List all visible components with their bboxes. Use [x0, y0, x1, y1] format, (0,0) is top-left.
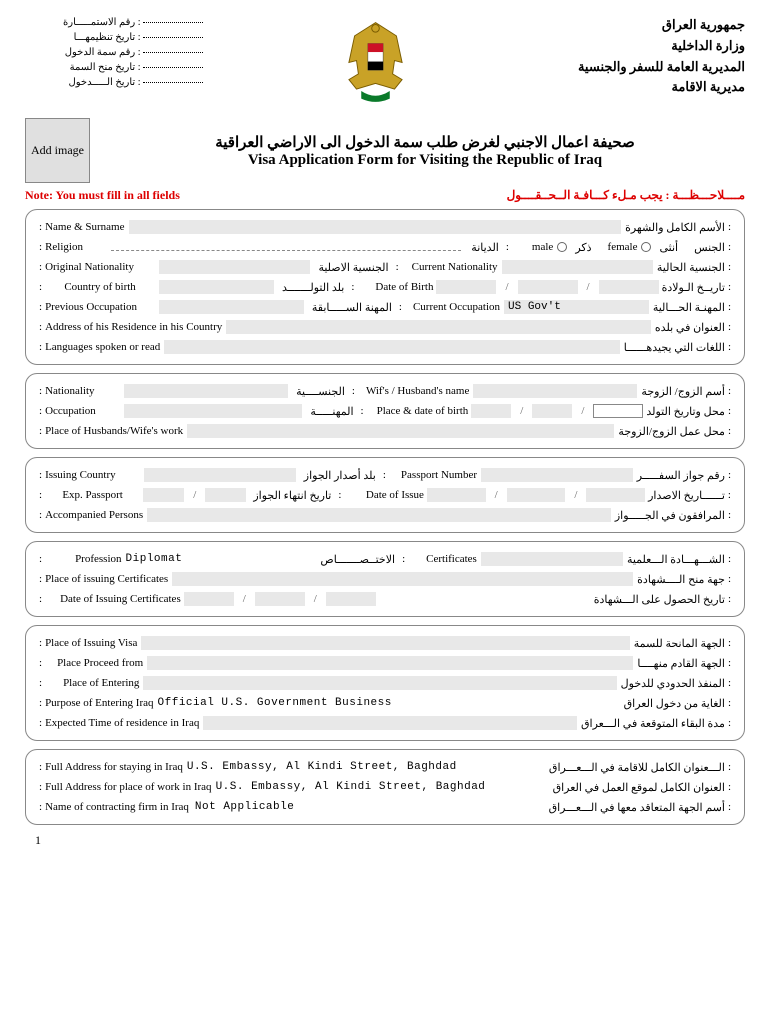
radio-male[interactable]	[557, 242, 567, 252]
section-profession: : Profession Diplomat الاختــصـــــــاص:…	[25, 541, 745, 617]
field-exp1[interactable]	[143, 488, 184, 502]
lbl-orig-nat: Original Nationality	[45, 261, 155, 273]
field-cur-nat[interactable]	[502, 260, 653, 274]
lbl-sp-nat: Nationality	[45, 385, 120, 397]
field-address[interactable]	[226, 320, 651, 334]
field-doi1[interactable]	[427, 488, 486, 502]
note-english: Note: You must fill in all fields	[25, 188, 180, 203]
val-firm: Not Applicable	[195, 801, 294, 813]
field-passport-no[interactable]	[481, 468, 633, 482]
field-cob[interactable]	[159, 280, 274, 294]
val-profession: Diplomat	[126, 553, 183, 565]
field-name[interactable]	[129, 220, 622, 234]
field-sp-dob2[interactable]	[532, 404, 572, 418]
title-row: Add image صحيفة اعمال الاجنبي لغرض طلب س…	[25, 118, 745, 183]
field-cert-d3[interactable]	[326, 592, 376, 606]
lbl-work-addr: Full Address for place of work in Iraq	[45, 781, 212, 793]
lbl-visa-place: Place of Issuing Visa	[45, 637, 137, 649]
radio-female[interactable]	[641, 242, 651, 252]
form-title-english: Visa Application Form for Visiting the R…	[105, 152, 745, 169]
lbl-cert-date: Date of Issuing Certificates	[60, 593, 181, 605]
lbl-prev-occ: Previous Occupation	[45, 301, 155, 313]
field-sp-dob3[interactable]	[593, 404, 643, 418]
lbl-name: Name & Surname	[45, 221, 124, 233]
lbl-place-enter: Place of Entering	[63, 677, 139, 689]
field-cert-d2[interactable]	[255, 592, 305, 606]
form-title-arabic: صحيفة اعمال الاجنبي لغرض طلب سمة الدخول …	[105, 133, 745, 152]
field-sp-occ[interactable]	[124, 404, 302, 418]
field-dob-d[interactable]	[436, 280, 496, 294]
field-sp-nat[interactable]	[124, 384, 288, 398]
lbl-exp: Exp. Passport	[45, 489, 140, 501]
lbl-expected-time: Expected Time of residence in Iraq	[45, 717, 199, 729]
field-visa-place[interactable]	[141, 636, 629, 650]
lbl-purpose: Purpose of Entering Iraq	[45, 697, 153, 709]
header-reference-block: : رقم الاستمـــــارة : تاريخ تنظيمهـــا …	[25, 15, 205, 90]
lbl-languages: Languages spoken or read	[45, 341, 160, 353]
lbl-religion: Religion	[45, 241, 105, 253]
iraq-coat-of-arms	[328, 15, 423, 110]
note-row: Note: You must fill in all fields مــــل…	[25, 188, 745, 203]
field-iss-country[interactable]	[144, 468, 296, 482]
lbl-address: Address of his Residence in his Country	[45, 321, 222, 333]
section-personal-info: :Name & Surname الأسم الكامل والشهرة: :R…	[25, 209, 745, 365]
lbl-sp-work: Place of Husbands/Wife's work	[45, 425, 183, 437]
field-cur-occ[interactable]: US Gov't	[504, 300, 649, 314]
field-languages[interactable]	[164, 340, 620, 354]
field-dob-y[interactable]	[599, 280, 659, 294]
header: : رقم الاستمـــــارة : تاريخ تنظيمهـــا …	[25, 15, 745, 110]
field-doi3[interactable]	[586, 488, 645, 502]
ministry-titles: جمهورية العراق وزارة الداخلية المديرية ا…	[545, 15, 745, 98]
lbl-firm: Name of contracting firm in Iraq	[45, 801, 189, 813]
field-certificates[interactable]	[481, 552, 623, 566]
lbl-proceed-from: Place Proceed from	[57, 657, 143, 669]
field-accompanied[interactable]	[147, 508, 611, 522]
photo-placeholder[interactable]: Add image	[25, 118, 90, 183]
field-prev-occ[interactable]	[159, 300, 304, 314]
field-sp-dob1[interactable]	[471, 404, 511, 418]
field-sp-name[interactable]	[473, 384, 637, 398]
section-visa-entry: :Place of Issuing Visa الجهة المانحة للس…	[25, 625, 745, 741]
field-place-enter[interactable]	[143, 676, 616, 690]
lbl-iss-country: Issuing Country	[45, 469, 140, 481]
section-iraq-address: :Full Address for staying in Iraq U.S. E…	[25, 749, 745, 825]
val-purpose: Official U.S. Government Business	[158, 697, 392, 709]
field-expected-time[interactable]	[203, 716, 577, 730]
field-sp-work[interactable]	[187, 424, 614, 438]
field-doi2[interactable]	[507, 488, 566, 502]
page-number: 1	[25, 833, 745, 848]
val-work-addr: U.S. Embassy, Al Kindi Street, Baghdad	[216, 781, 486, 793]
note-arabic: مــــلاحـــظـــة : يجب مـلء كـــافـة الـ…	[507, 188, 745, 203]
field-dob-m[interactable]	[518, 280, 578, 294]
lbl-stay-addr: Full Address for staying in Iraq	[45, 761, 183, 773]
field-orig-nat[interactable]	[159, 260, 310, 274]
lbl-cert-place: Place of issuing Certificates	[45, 573, 168, 585]
field-cert-d1[interactable]	[184, 592, 234, 606]
lbl-sp-occ: Occupation	[45, 405, 120, 417]
lbl-cob: Country of birth	[45, 281, 155, 293]
section-spouse: :Nationality الجنســــية: Wif's / Husban…	[25, 373, 745, 449]
lbl-profession: Profession	[75, 553, 121, 565]
lbl-accompanied: Accompanied Persons	[45, 509, 143, 521]
field-cert-place[interactable]	[172, 572, 633, 586]
section-passport: :Issuing Country بلد أصدار الجواز: Passp…	[25, 457, 745, 533]
val-stay-addr: U.S. Embassy, Al Kindi Street, Baghdad	[187, 761, 457, 773]
field-exp2[interactable]	[205, 488, 246, 502]
field-proceed-from[interactable]	[147, 656, 633, 670]
